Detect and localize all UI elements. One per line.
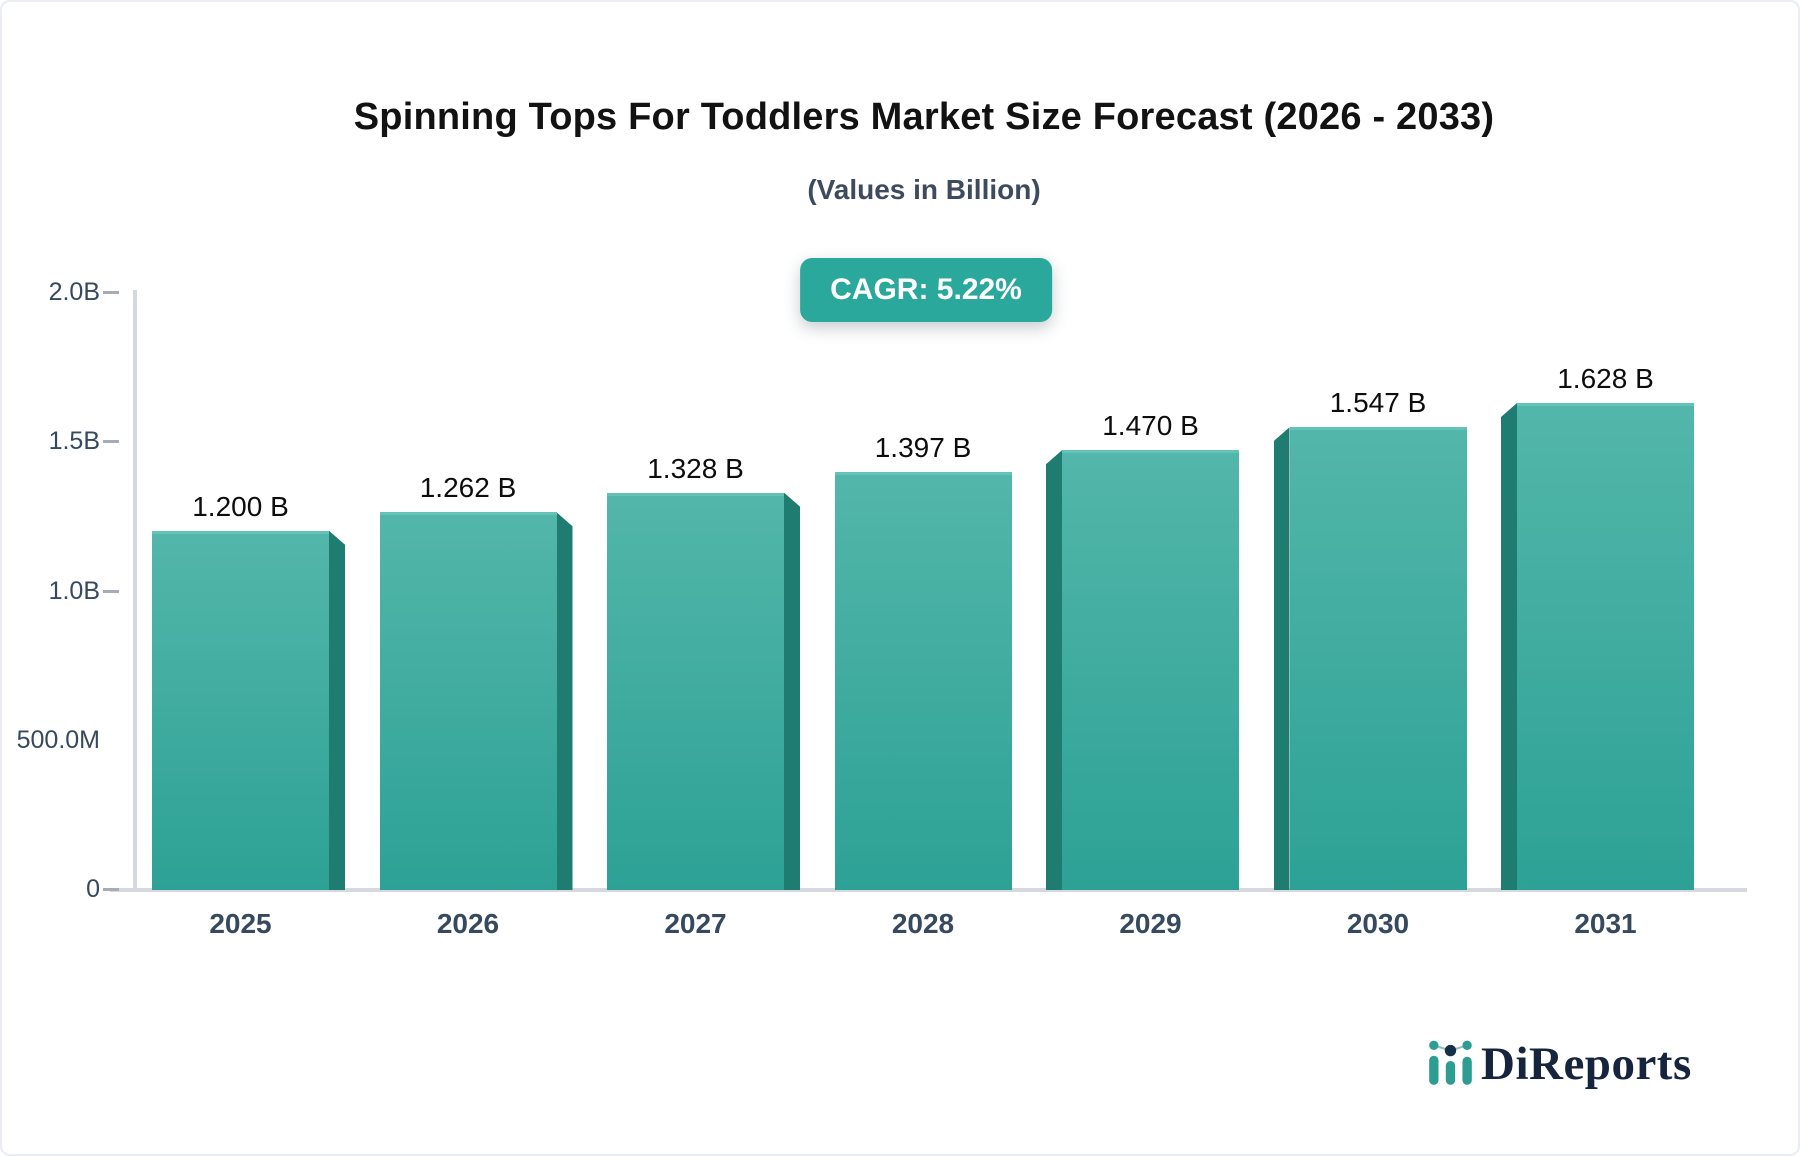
- x-axis-category-label: 2029: [1119, 908, 1182, 939]
- direports-logo-text: DiReports: [1481, 1038, 1692, 1090]
- x-axis-category-label: 2025: [209, 908, 272, 939]
- bar-value-label: 1.262 B: [419, 472, 517, 504]
- y-axis-tick-label: 1.0B: [48, 576, 100, 605]
- bar-value-label: 1.397 B: [874, 431, 972, 463]
- bar-2025[interactable]: [152, 530, 329, 890]
- bar-value-label: 1.628 B: [1557, 363, 1654, 395]
- y-axis-tick-mark: [103, 589, 119, 593]
- bar-2031[interactable]: [1517, 403, 1694, 890]
- chart-subtitle: (Values in Billion): [807, 174, 1041, 205]
- bar-2026[interactable]: [379, 512, 557, 890]
- bar-3d-side: [556, 512, 573, 890]
- y-axis-tick-mark: [103, 291, 119, 294]
- bar-3d-side: [329, 530, 345, 890]
- bar-2028[interactable]: [834, 471, 1012, 890]
- y-axis-line: [133, 290, 137, 892]
- x-axis-category-label: 2027: [664, 908, 727, 939]
- y-axis-tick-label: 500.0M: [16, 725, 100, 754]
- y-axis-tick-label: 0: [86, 875, 100, 903]
- bar-value-label: 1.328 B: [647, 452, 744, 484]
- y-axis-tick-mark: [103, 440, 119, 444]
- x-axis-line: [110, 888, 1747, 892]
- cagr-badge: CAGR: 5.22%: [800, 258, 1052, 322]
- bar-3d-side: [1501, 403, 1517, 890]
- x-axis-category-label: 2028: [891, 908, 955, 939]
- bar-2030[interactable]: [1289, 427, 1467, 890]
- bar-2027[interactable]: [607, 492, 784, 890]
- bar-3d-side: [1046, 450, 1062, 890]
- y-axis-tick-label: 2.0B: [48, 278, 100, 306]
- bar-3d-side: [1273, 427, 1290, 890]
- direports-logo-icon: [1429, 1040, 1472, 1085]
- x-axis-category-label: 2031: [1574, 908, 1637, 939]
- y-axis-tick-mark: [103, 888, 119, 891]
- y-axis-tick-label: 1.5B: [48, 427, 100, 456]
- bar-2029[interactable]: [1062, 450, 1239, 890]
- direports-logo: DiReports: [1426, 1036, 1692, 1088]
- x-axis-category-label: 2030: [1346, 908, 1410, 939]
- chart-title: Spinning Tops For Toddlers Market Size F…: [353, 96, 1495, 138]
- bar-value-label: 1.470 B: [1102, 410, 1199, 442]
- x-axis-category-label: 2026: [436, 908, 500, 939]
- bar-value-label: 1.547 B: [1329, 387, 1427, 419]
- bar-value-label: 1.200 B: [192, 490, 289, 522]
- bar-3d-side: [784, 492, 800, 890]
